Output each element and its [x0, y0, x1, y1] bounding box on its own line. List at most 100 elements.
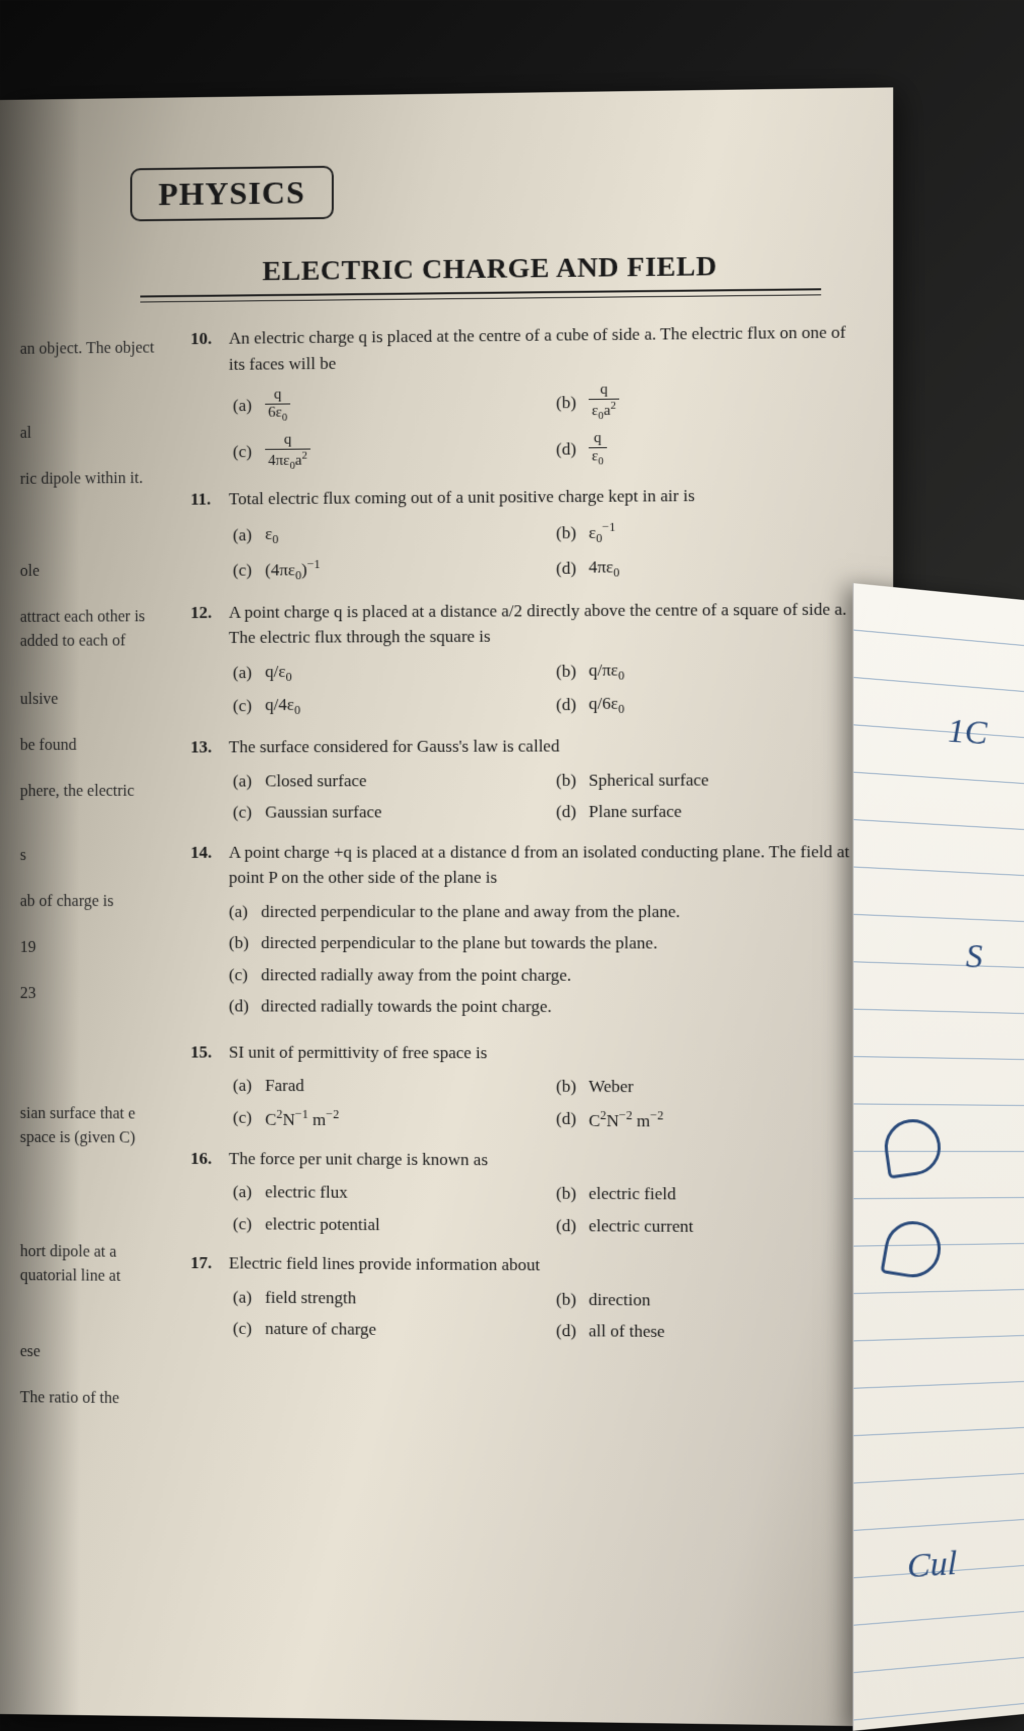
option-label: (a) [229, 899, 253, 925]
options-grid: (a)q6ε0(b)qε0a2(c)q4πε0a2(d)qε0 [233, 379, 862, 472]
option: (d) directed radially towards the point c… [229, 993, 863, 1020]
subject-title: PHYSICS [158, 174, 305, 213]
option-label: (d) [556, 799, 580, 825]
option-text: Spherical surface [589, 767, 709, 793]
margin-text-fragment: ese [20, 1340, 170, 1365]
option-label: (c) [233, 558, 257, 584]
option: (b)electric field [556, 1181, 862, 1208]
option: (d)Plane surface [556, 798, 862, 824]
option-label: (d) [556, 1106, 580, 1132]
option: (d) all of these [556, 1318, 862, 1346]
question: 17.Electric field lines provide informat… [191, 1250, 863, 1346]
subject-box: PHYSICS [130, 166, 333, 222]
ruled-line [854, 1382, 1024, 1436]
option-text: field strength [265, 1284, 356, 1310]
ruled-line [854, 1290, 1024, 1341]
question: 12. A point charge q is placed at a dista… [191, 596, 863, 720]
option-text: Closed surface [265, 768, 367, 794]
ruled-line [854, 820, 1024, 876]
option: (c) q4πε0a2 [233, 429, 536, 472]
textbook-page: PHYSICS ELECTRIC CHARGE AND FIELD an obj… [0, 87, 893, 1726]
margin-text-fragment: an object. The object [20, 336, 170, 362]
question-body: A point charge +q is placed at a distanc… [229, 839, 863, 1027]
option-text: C2N−2 m−2 [589, 1106, 664, 1134]
question: 16.The force per unit charge is known as… [191, 1146, 863, 1241]
question-number: 14. [191, 839, 219, 1025]
option: (c)nature of charge [233, 1316, 536, 1344]
option: (c)(4πε0)−1 [233, 554, 536, 585]
option-label: (d) [229, 993, 253, 1019]
option: (a)directed perpendicular to the plane a… [229, 898, 863, 924]
question-body: Electric field lines provide information… [229, 1251, 863, 1347]
option-text: electric flux [265, 1179, 347, 1205]
option-text: Weber [589, 1074, 634, 1100]
handwriting: 1C [948, 712, 988, 753]
margin-text-fragment: hort dipole at a quatorial line at [20, 1240, 170, 1289]
option-label: (b) [556, 1074, 580, 1100]
option-label: (a) [233, 1179, 257, 1205]
question-text: The surface considered for Gauss's law i… [229, 732, 863, 760]
option-text: all of these [589, 1318, 665, 1344]
question-body: A point charge q is placed at a distance… [229, 596, 863, 720]
content-area: an object. The objectalric dipole within… [20, 319, 862, 1440]
options-grid: (a)Farad(b)Weber(c)C2N−1 m−2(d)C2N−2 m−2 [233, 1073, 862, 1134]
option-label: (a) [233, 392, 257, 418]
options-grid: (a)electric flux(b)electric field(c)elec… [233, 1179, 862, 1240]
option-text: 4πε0 [589, 554, 620, 582]
option-text: directed radially away from the point ch… [261, 962, 571, 988]
questions-column: 10.An electric charge q is placed at the… [191, 319, 863, 1440]
option-label: (d) [556, 556, 580, 582]
option-text: q4πε0a2 [265, 431, 310, 472]
option-label: (d) [556, 692, 580, 718]
option-label: (b) [229, 930, 253, 956]
question-body: The force per unit charge is known as (a)… [229, 1146, 863, 1240]
margin-text-fragment: attract each other is added to each of [20, 605, 170, 654]
option-label: (a) [233, 1284, 257, 1310]
question-text: Total electric flux coming out of a unit… [229, 482, 863, 512]
question-body: The surface considered for Gauss's law i… [229, 732, 863, 825]
option-text: Farad [265, 1073, 304, 1099]
option: (d)electric current [556, 1213, 862, 1241]
option-text: q/πε0 [589, 657, 625, 685]
question: 14. A point charge +q is placed at a dist… [191, 839, 863, 1027]
margin-text-fragment: s [20, 844, 170, 868]
option-text: ε0−1 [589, 518, 616, 548]
option: (b)directed perpendicular to the plane b… [229, 930, 863, 956]
question-text: The force per unit charge is known as [229, 1146, 863, 1175]
question-body: SI unit of permittivity of free space is… [229, 1039, 863, 1134]
option-label: (c) [229, 962, 253, 988]
options-grid: (a)ε0(b)ε0−1(c)(4πε0)−1(d)4πε0 [233, 516, 862, 585]
question-number: 12. [191, 599, 219, 720]
option-label: (a) [233, 1073, 257, 1099]
question-number: 15. [191, 1039, 219, 1132]
option-label: (c) [233, 439, 257, 465]
option: (d) 4πε0 [556, 552, 862, 584]
option-label: (a) [233, 768, 257, 794]
option-label: (d) [556, 1318, 580, 1344]
option: (a)ε0 [233, 518, 536, 550]
margin-text-fragment: sian surface that e space is (given C) [20, 1102, 170, 1151]
option: (b) Weber [556, 1074, 862, 1101]
option-text: electric field [589, 1181, 676, 1207]
margin-text-fragment: ole [20, 559, 170, 584]
ruled-line [854, 962, 1024, 1014]
question-body: Total electric flux coming out of a unit… [229, 482, 863, 585]
question: 11.Total electric flux coming out of a u… [191, 482, 863, 586]
option: (a)q6ε0 [233, 382, 536, 426]
ruled-line [854, 868, 1024, 922]
option: (c)q/4ε0 [233, 691, 536, 720]
option: (d) C2N−2 m−2 [556, 1105, 862, 1134]
option-text: directed radially towards the point char… [261, 993, 552, 1019]
margin-text-fragment: 19 [20, 936, 170, 960]
option: (c)Gaussian surface [233, 799, 536, 825]
question: 15. SI unit of permittivity of free space… [191, 1039, 863, 1134]
options-grid: (a)Closed surface(b)Spherical surface(c)… [233, 766, 862, 825]
question-text: A point charge +q is placed at a distanc… [229, 839, 863, 891]
option-text: Gaussian surface [265, 799, 382, 825]
option: (a) field strength [233, 1284, 536, 1312]
option-label: (d) [556, 1213, 580, 1239]
option-label: (a) [233, 522, 257, 548]
margin-text-fragment: ulsive [20, 687, 170, 712]
option-text: C2N−1 m−2 [265, 1104, 339, 1132]
margin-text-fragment: be found [20, 733, 170, 757]
